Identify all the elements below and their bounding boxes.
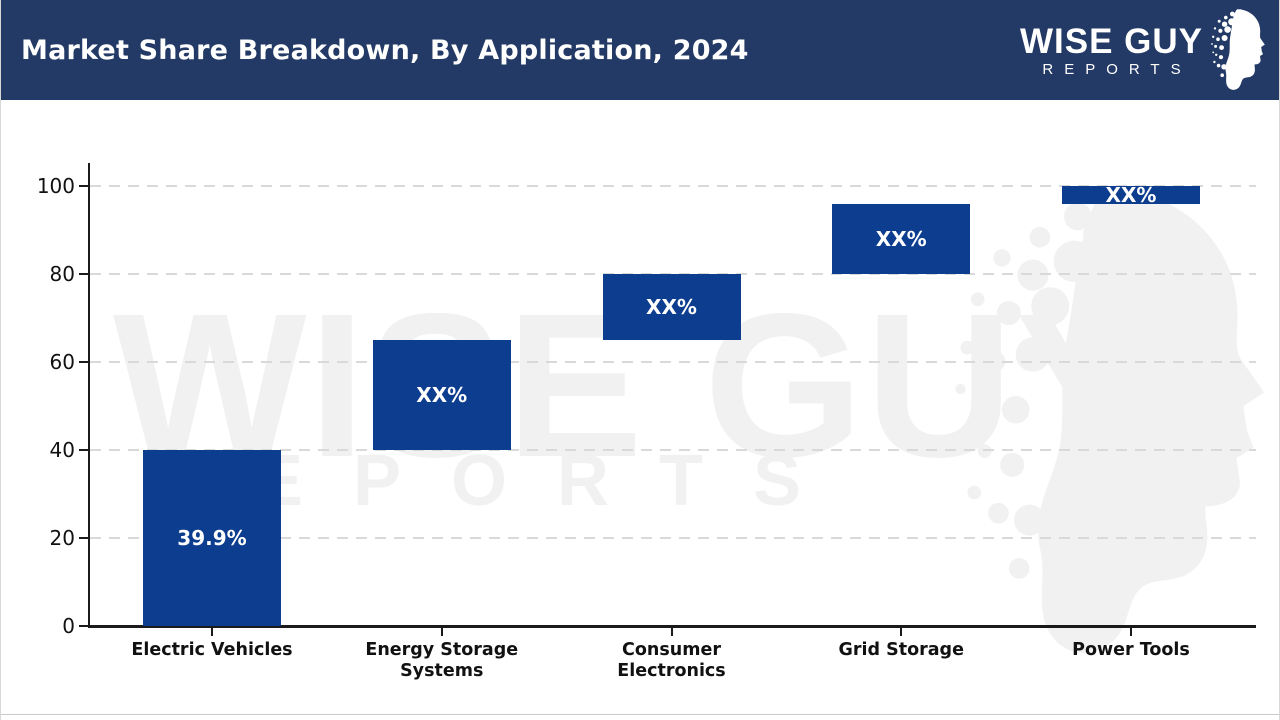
y-tick-label-40: 40: [49, 438, 75, 462]
y-tick-mark-20: [79, 537, 88, 539]
y-tick-label-60: 60: [49, 350, 75, 374]
bar-grid-storage: XX%: [832, 203, 971, 274]
dotted-face-icon: [1211, 9, 1265, 90]
y-tick-label-100: 100: [36, 174, 75, 198]
y-tick-label-0: 0: [62, 614, 75, 638]
bar-power-tools: XX%: [1062, 182, 1200, 207]
y-gridline-100: [90, 185, 1256, 187]
bar-energy-storage-systems: XX%: [372, 340, 511, 450]
bar-value-label: XX%: [875, 226, 927, 251]
x-axis-category-label: Energy Storage Systems: [365, 640, 519, 681]
plot-area: 0 20 40 60 80 100 39.9% XX% XX% XX% XX% Electric Ve…: [1, 100, 1279, 716]
x-axis-category-label: Consumer Electronics: [617, 640, 726, 681]
x-axis-category-label: Power Tools: [1072, 640, 1190, 660]
y-gridline-60: [90, 361, 1256, 363]
logo-text: WISE GUY REPORTS: [1020, 24, 1203, 80]
y-tick-mark-0: [79, 625, 88, 627]
logo-subtitle: REPORTS: [1042, 61, 1192, 78]
x-tick-mark-electric-vehicles: [211, 627, 213, 636]
y-tick-mark-40: [79, 449, 88, 451]
x-tick-mark-consumer-electronics: [670, 627, 673, 636]
y-tick-mark-80: [79, 273, 88, 275]
y-tick-mark-100: [79, 185, 88, 187]
x-tick-mark-power-tools: [1130, 627, 1132, 636]
bar-electric-vehicles: 39.9%: [143, 450, 281, 626]
y-tick-mark-60: [79, 361, 88, 363]
bar-value-label: XX%: [646, 295, 697, 319]
y-tick-label-80: 80: [49, 262, 75, 286]
bar-value-label: XX%: [416, 383, 468, 407]
chart-title: Market Share Breakdown, By Application, …: [21, 34, 749, 66]
x-tick-mark-grid-storage: [900, 627, 903, 636]
header-band: Market Share Breakdown, By Application, …: [1, 0, 1279, 100]
bar-consumer-electronics: XX%: [602, 274, 741, 340]
x-axis-line: [87, 625, 1256, 628]
bar-value-label: XX%: [1105, 182, 1157, 207]
y-gridline-40: [90, 449, 1256, 451]
y-gridline-20: [90, 537, 1256, 539]
bottom-border-line: [1, 714, 1279, 715]
bar-value-label: 39.9%: [177, 526, 247, 551]
y-tick-label-20: 20: [49, 526, 75, 550]
x-axis-category-label: Grid Storage: [838, 640, 964, 660]
y-axis-line: [87, 163, 90, 628]
x-axis-category-label: Electric Vehicles: [131, 640, 293, 660]
x-tick-mark-energy-storage-systems: [440, 627, 443, 636]
wise-guy-reports-logo: WISE GUY REPORTS: [1020, 8, 1267, 92]
logo-wordmark: WISE GUY: [1019, 22, 1203, 61]
